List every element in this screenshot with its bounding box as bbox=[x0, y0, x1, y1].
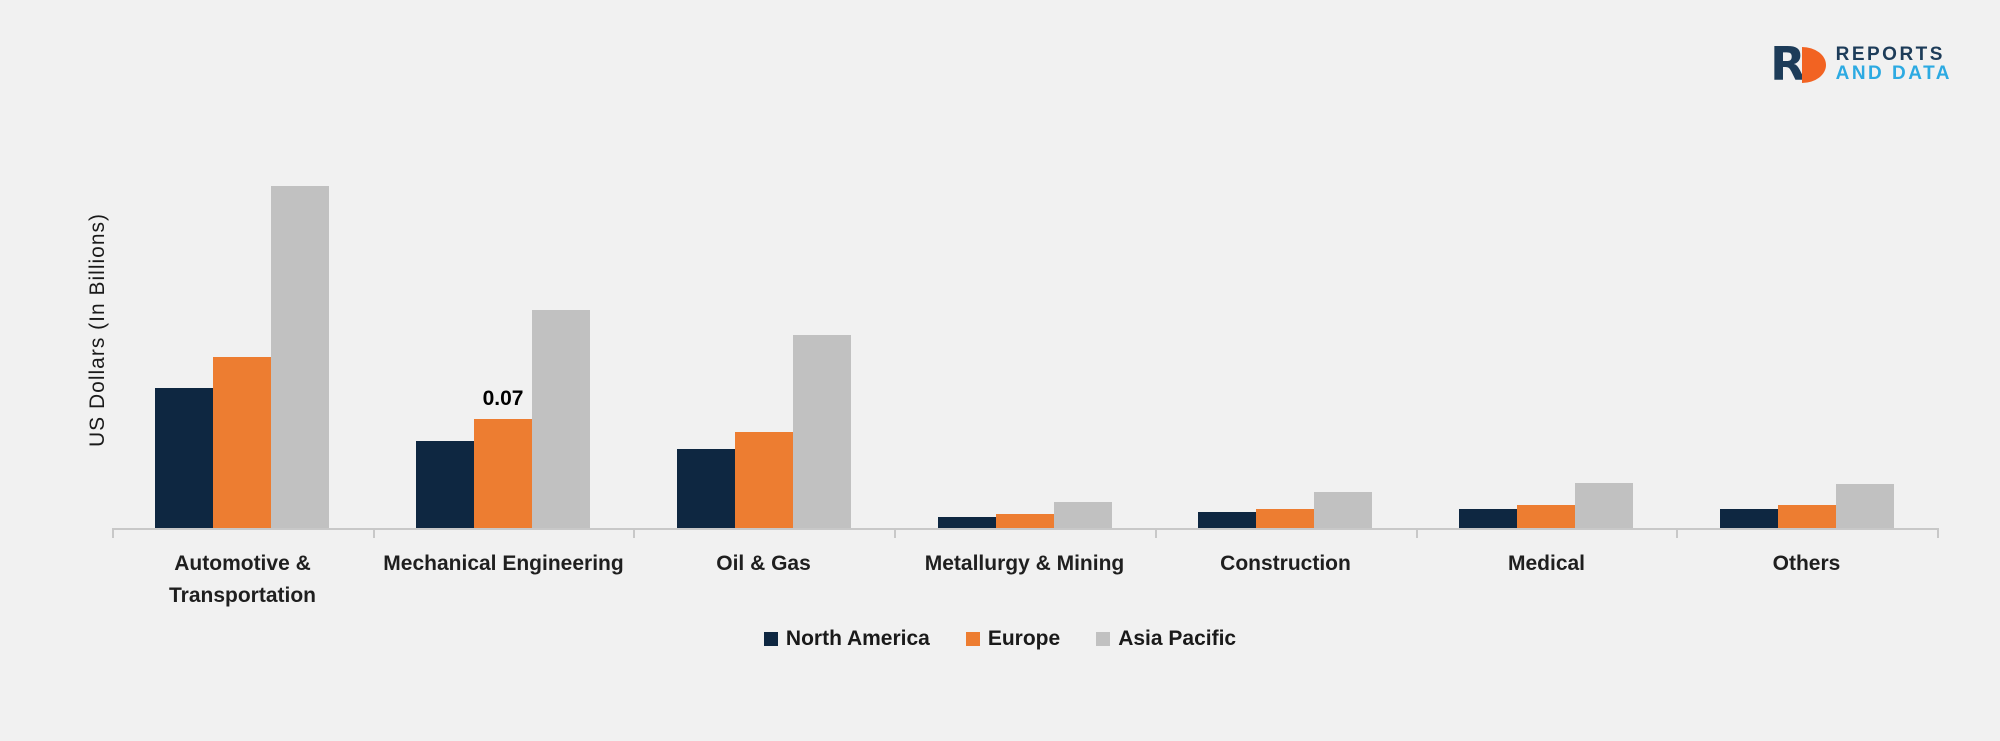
category-label: Construction bbox=[1220, 552, 1351, 575]
legend-swatch-icon bbox=[965, 632, 980, 646]
legend-swatch-icon bbox=[1096, 632, 1111, 646]
bar-north-america bbox=[1459, 509, 1517, 528]
legend-label: North America bbox=[785, 627, 930, 650]
bar-asia-pacific bbox=[793, 335, 851, 528]
bar-north-america bbox=[938, 517, 996, 528]
logo-line-and-data: AND DATA bbox=[1835, 63, 1952, 84]
reports-and-data-logo: R REPORTS AND DATA bbox=[1770, 37, 1952, 91]
logo-line-reports: REPORTS bbox=[1835, 44, 1945, 65]
legend-item-north-america: North America bbox=[763, 627, 930, 651]
legend-swatch-icon bbox=[763, 632, 778, 646]
bar-asia-pacific bbox=[532, 310, 590, 528]
category-label: Others bbox=[1772, 552, 1841, 575]
logo-rd-mark-icon: R bbox=[1770, 37, 1826, 91]
x-axis-tick bbox=[1937, 529, 1939, 538]
bar-europe bbox=[1517, 505, 1575, 528]
category-label: Automotive & Transportation bbox=[168, 552, 316, 607]
bar-asia-pacific bbox=[271, 186, 329, 528]
category-label: Oil & Gas bbox=[716, 552, 811, 575]
bar-europe bbox=[996, 514, 1054, 528]
category-label: Mechanical Engineering bbox=[383, 552, 624, 575]
bar-north-america bbox=[1198, 512, 1256, 528]
x-axis-tick bbox=[1416, 529, 1418, 538]
bar-north-america bbox=[677, 449, 735, 528]
category-label: Medical bbox=[1507, 552, 1586, 575]
bar-europe bbox=[735, 432, 793, 528]
bar-europe bbox=[213, 357, 271, 528]
x-axis-tick bbox=[894, 529, 896, 538]
bar-north-america bbox=[155, 388, 213, 528]
logo-text: REPORTS AND DATA bbox=[1836, 45, 1952, 83]
bar-asia-pacific bbox=[1054, 502, 1112, 528]
bar-europe bbox=[1778, 505, 1836, 528]
bar-asia-pacific bbox=[1575, 483, 1633, 528]
bar-data-label: 0.07 bbox=[482, 387, 524, 410]
bar-europe bbox=[474, 419, 532, 528]
category-label: Metallurgy & Mining bbox=[924, 552, 1125, 575]
legend-label: Asia Pacific bbox=[1118, 627, 1237, 650]
bar-north-america bbox=[416, 441, 474, 528]
x-axis-tick bbox=[633, 529, 635, 538]
bar-europe bbox=[1256, 509, 1314, 528]
bar-asia-pacific bbox=[1836, 484, 1894, 528]
x-axis-tick bbox=[1676, 529, 1678, 538]
x-axis-tick bbox=[373, 529, 375, 538]
legend-item-asia-pacific: Asia Pacific bbox=[1096, 627, 1236, 651]
bar-north-america bbox=[1720, 509, 1778, 528]
logo-r-letter: R bbox=[1770, 37, 1805, 91]
legend-item-europe: Europe bbox=[965, 627, 1061, 651]
x-axis-tick bbox=[1155, 529, 1157, 538]
bar-asia-pacific bbox=[1314, 492, 1372, 528]
x-axis-tick bbox=[112, 529, 114, 538]
legend: North America Europe Asia Pacific bbox=[0, 627, 2000, 651]
legend-label: Europe bbox=[987, 627, 1061, 650]
x-axis-line bbox=[112, 528, 1939, 530]
